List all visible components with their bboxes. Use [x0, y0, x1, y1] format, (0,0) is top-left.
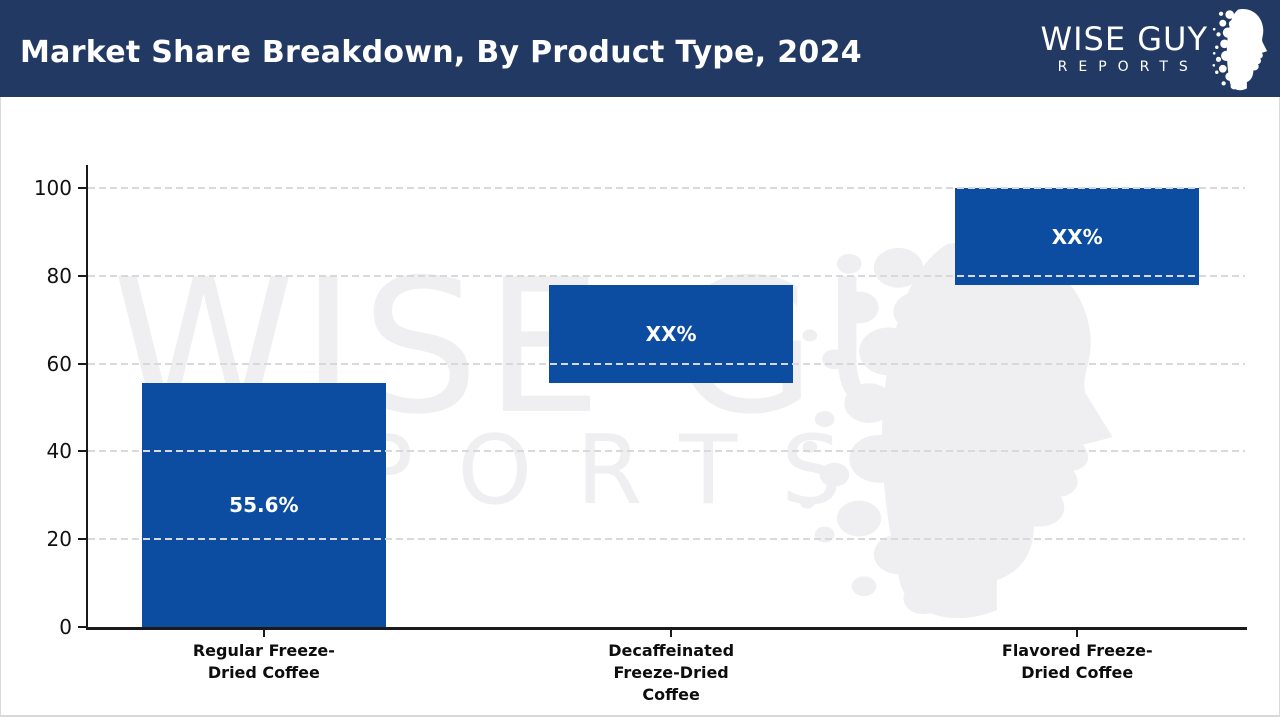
bar-value-label: 55.6%: [229, 492, 299, 517]
chart-title: Market Share Breakdown, By Product Type,…: [20, 35, 862, 70]
y-tick-80: [78, 274, 86, 277]
x-category-label-line: Flavored Freeze-: [1001, 641, 1153, 660]
x-category-label-line: Dried Coffee: [207, 663, 320, 682]
x-tick-2: [670, 630, 673, 637]
y-axis-labels: 0 20 40 60 80 100: [0, 165, 72, 637]
logo-text: WISE GUY REPORTS: [1040, 20, 1208, 75]
y-axis-ticks: [78, 165, 86, 628]
x-category-label-3: Flavored Freeze- Dried Coffee: [1002, 640, 1153, 684]
logo-face-icon: [1212, 6, 1268, 92]
wiseguy-logo: WISE GUY REPORTS: [1040, 6, 1268, 92]
x-category-label-line: Decaffeinated: [608, 641, 735, 660]
bar-segment-1: 55.6%: [141, 382, 386, 627]
x-axis-line: [86, 627, 1247, 630]
x-category-label-line: Dried Coffee: [1021, 663, 1134, 682]
x-category-label-line: Regular Freeze-: [192, 641, 335, 660]
x-axis-ticks: [88, 630, 1245, 638]
y-tick-label-20: 20: [46, 527, 72, 552]
y-tick-100: [78, 186, 86, 189]
gridline-20: [88, 538, 1245, 541]
bar-segment-3: XX%: [955, 187, 1200, 286]
y-tick-label-60: 60: [46, 351, 72, 376]
gridline-40: [88, 450, 1245, 453]
gridline-60: [88, 362, 1245, 365]
y-axis-line: [86, 165, 88, 630]
x-category-label-2: Decaffeinated Freeze-Dried Coffee: [608, 640, 734, 706]
x-tick-1: [262, 630, 265, 637]
left-border-line: [0, 97, 1, 717]
watermark-face-icon: [800, 228, 1115, 626]
x-category-label-line: Freeze-Dried: [613, 663, 729, 682]
y-tick-0: [78, 626, 86, 628]
y-tick-label-80: 80: [46, 263, 72, 288]
x-category-label-1: Regular Freeze- Dried Coffee: [193, 640, 335, 684]
y-tick-20: [78, 538, 86, 541]
x-tick-3: [1076, 630, 1079, 637]
bar-value-label: XX%: [1051, 224, 1103, 249]
bar-segment-2: XX%: [549, 285, 794, 383]
bar-value-label: XX%: [645, 322, 697, 347]
y-tick-label-100: 100: [33, 175, 72, 200]
logo-wordmark: WISE GUY: [1040, 20, 1208, 59]
y-tick-label-40: 40: [46, 439, 72, 464]
gridline-100: [88, 186, 1245, 189]
logo-subtext: REPORTS: [1057, 58, 1199, 75]
bottom-border-line: [0, 715, 1280, 717]
plot-area: 55.6% XX% XX%: [88, 165, 1245, 627]
header: Market Share Breakdown, By Product Type,…: [0, 0, 1280, 97]
y-tick-label-0: 0: [59, 615, 72, 639]
y-tick-60: [78, 362, 86, 365]
y-tick-40: [78, 450, 86, 453]
gridline-80: [88, 274, 1245, 277]
x-category-label-line: Coffee: [642, 685, 700, 704]
